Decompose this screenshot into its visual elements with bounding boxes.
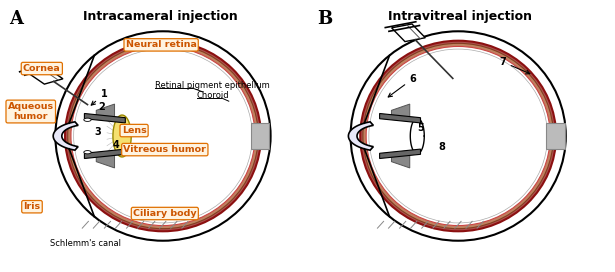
Ellipse shape: [68, 43, 258, 229]
Ellipse shape: [360, 41, 556, 231]
Text: 8: 8: [438, 142, 445, 152]
Polygon shape: [379, 149, 421, 159]
Polygon shape: [391, 154, 410, 168]
Ellipse shape: [351, 31, 566, 241]
Ellipse shape: [369, 49, 547, 223]
Polygon shape: [113, 115, 131, 157]
Circle shape: [84, 118, 91, 121]
Polygon shape: [379, 113, 421, 123]
Text: Retinal pigment epithelium: Retinal pigment epithelium: [155, 81, 270, 90]
Ellipse shape: [363, 43, 554, 229]
Text: Lens: Lens: [122, 126, 146, 135]
Polygon shape: [349, 122, 373, 150]
Ellipse shape: [366, 47, 550, 225]
Text: Iris: Iris: [23, 202, 41, 211]
Ellipse shape: [71, 47, 255, 225]
Text: B: B: [317, 10, 332, 27]
Bar: [546, 123, 565, 149]
Text: Aqueous
humor: Aqueous humor: [7, 102, 54, 121]
Polygon shape: [97, 154, 114, 168]
Text: 7: 7: [499, 57, 530, 74]
Bar: [251, 123, 269, 149]
Text: 4: 4: [113, 140, 119, 150]
Text: Cornea: Cornea: [23, 64, 61, 73]
Text: 6: 6: [388, 73, 416, 97]
Text: Choroid: Choroid: [197, 91, 229, 100]
Circle shape: [84, 151, 91, 154]
Text: 1: 1: [91, 89, 107, 105]
Polygon shape: [84, 113, 125, 123]
Text: Neural retina: Neural retina: [125, 40, 197, 50]
Text: Schlemm's canal: Schlemm's canal: [50, 239, 121, 248]
Ellipse shape: [65, 41, 261, 231]
Polygon shape: [54, 122, 78, 150]
Text: Vitreous humor: Vitreous humor: [124, 145, 206, 154]
Text: Intravitreal injection: Intravitreal injection: [388, 10, 532, 23]
Text: 3: 3: [95, 127, 101, 137]
Ellipse shape: [74, 49, 252, 223]
Polygon shape: [26, 66, 63, 84]
Ellipse shape: [55, 31, 271, 241]
Polygon shape: [84, 149, 125, 159]
Text: Intracameral injection: Intracameral injection: [82, 10, 237, 23]
Text: A: A: [9, 10, 23, 27]
Text: 5: 5: [417, 123, 424, 133]
Text: Ciliary body: Ciliary body: [133, 209, 197, 218]
Polygon shape: [391, 104, 410, 118]
Text: 2: 2: [98, 102, 105, 112]
Polygon shape: [97, 104, 114, 118]
Polygon shape: [392, 24, 426, 42]
